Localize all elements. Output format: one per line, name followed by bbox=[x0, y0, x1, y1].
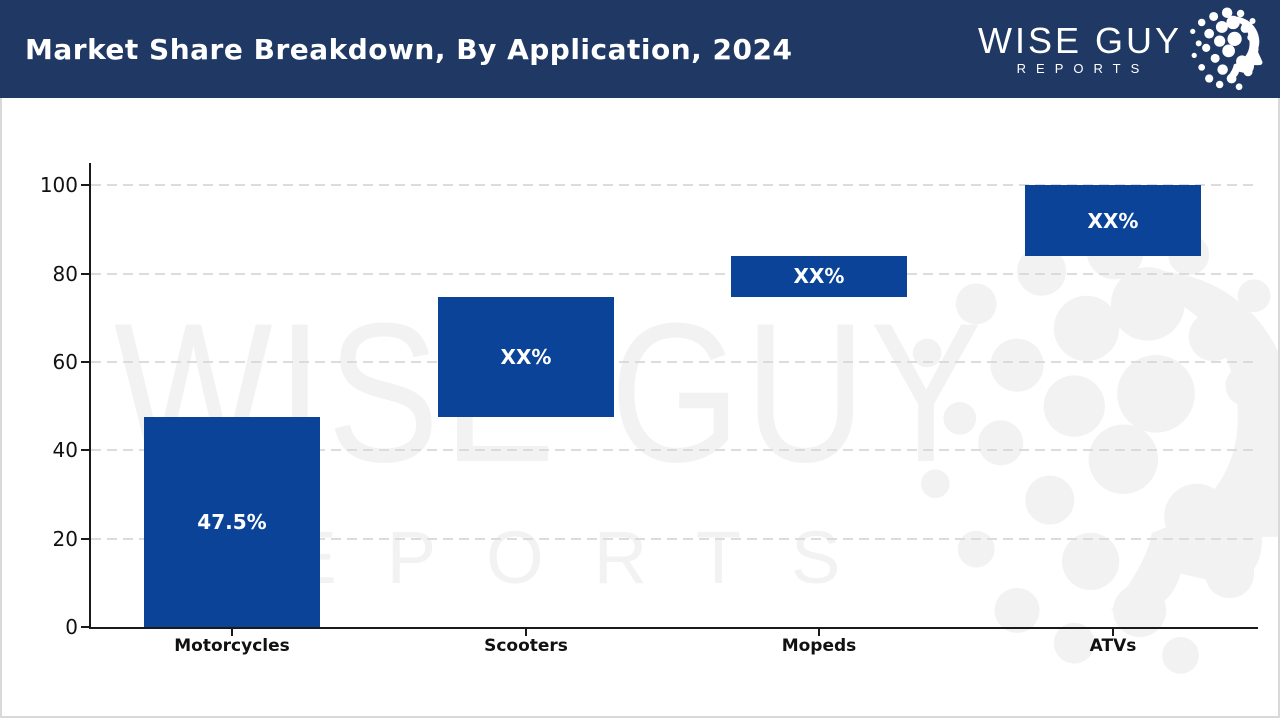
y-tick-label-20: 20 bbox=[52, 526, 78, 551]
bar-scooters: XX% bbox=[438, 297, 614, 418]
bar-value-label-mopeds: XX% bbox=[793, 264, 845, 289]
category-label-motorcycles: Motorcycles bbox=[174, 636, 290, 656]
y-tick-mark-80 bbox=[81, 272, 89, 275]
y-tick-mark-20 bbox=[81, 537, 89, 540]
x-axis-line bbox=[89, 627, 1258, 629]
gridline-100 bbox=[91, 184, 1256, 187]
chart-card: WISE GUY REPORTS 0 20 40 60 80 100 47.5% Motorc… bbox=[0, 98, 1280, 718]
gridline-20 bbox=[91, 537, 1256, 540]
logo-wordmark: WISE GUY REPORTS bbox=[977, 19, 1182, 77]
logo-head-icon bbox=[1190, 7, 1263, 91]
category-label-scooters: Scooters bbox=[484, 636, 568, 656]
header: Market Share Breakdown, By Application, … bbox=[0, 0, 1280, 98]
logo-wordmark-main: WISE GUY bbox=[977, 19, 1182, 61]
x-tick-mark-atvs bbox=[1112, 629, 1114, 636]
y-axis-line bbox=[89, 163, 91, 629]
gridline-60 bbox=[91, 361, 1256, 364]
y-tick-label-0: 0 bbox=[65, 615, 78, 639]
gridline-80 bbox=[91, 272, 1256, 275]
x-tick-mark-motorcycles bbox=[231, 629, 233, 636]
y-tick-label-100: 100 bbox=[39, 173, 78, 198]
category-label-atvs: ATVs bbox=[1089, 636, 1137, 656]
page-title: Market Share Breakdown, By Application, … bbox=[25, 32, 793, 66]
category-label-mopeds: Mopeds bbox=[781, 636, 857, 656]
wiseguy-logo: WISE GUY REPORTS bbox=[978, 6, 1266, 92]
logo-wordmark-sub: REPORTS bbox=[1016, 61, 1150, 77]
y-tick-mark-40 bbox=[81, 449, 89, 452]
y-tick-label-40: 40 bbox=[52, 438, 78, 463]
x-tick-mark-scooters bbox=[525, 629, 527, 636]
bar-motorcycles: 47.5% bbox=[144, 417, 320, 627]
y-tick-mark-100 bbox=[81, 184, 89, 187]
gridline-40 bbox=[91, 449, 1256, 452]
bar-value-label-atvs: XX% bbox=[1087, 208, 1139, 233]
y-tick-label-60: 60 bbox=[52, 350, 78, 375]
bar-value-label-motorcycles: 47.5% bbox=[197, 510, 267, 535]
bar-value-label-scooters: XX% bbox=[500, 345, 552, 370]
bar-atvs: XX% bbox=[1025, 185, 1201, 256]
y-tick-mark-0 bbox=[81, 626, 89, 628]
bar-mopeds: XX% bbox=[731, 255, 907, 298]
y-tick-mark-60 bbox=[81, 361, 89, 364]
y-tick-label-80: 80 bbox=[52, 261, 78, 286]
x-tick-mark-mopeds bbox=[818, 629, 820, 636]
plot-area: 0 20 40 60 80 100 47.5% Motorcycles XX% Scooters X… bbox=[2, 98, 1278, 716]
